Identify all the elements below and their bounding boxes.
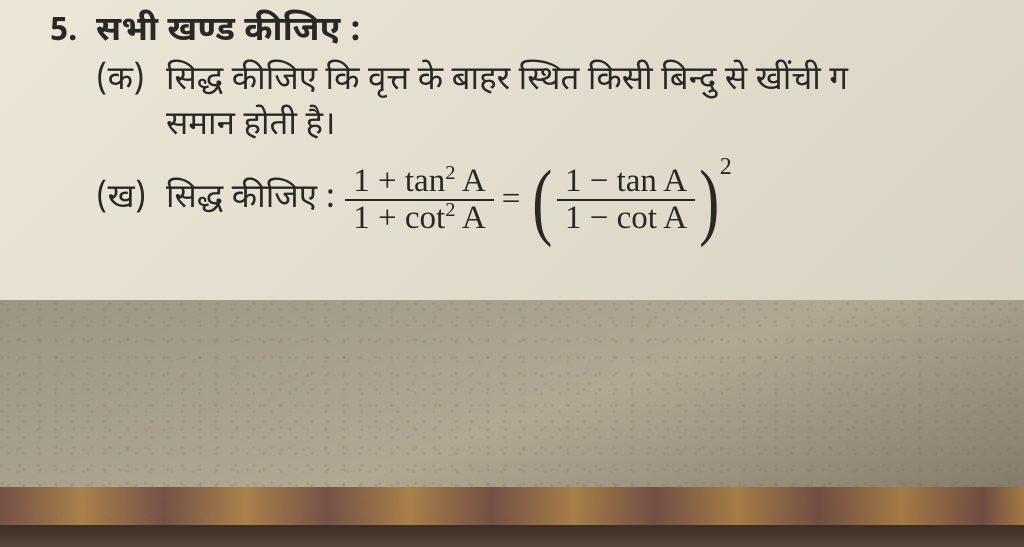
question-5-heading: 5. सभी खण्ड कीजिए : [50,10,994,54]
part-b-label: (ख) [96,178,166,221]
fabric-background [0,300,1024,547]
part-a-label: (क) [96,60,166,103]
lhs-fraction: 1 + tan2 A 1 + cot2 A [345,164,493,235]
part-a-line2: समान होती है। [166,105,994,148]
question-lead: सभी खण्ड कीजिए : [96,10,361,54]
fabric-pattern-band [0,487,1024,525]
lhs-numerator: 1 + tan2 A [345,164,493,201]
printed-page: 5. सभी खण्ड कीजिए : (क) सिद्ध कीजिए कि व… [0,0,1024,300]
question-number: 5. [50,12,96,54]
part-b-text: सिद्ध कीजिए : [166,178,335,221]
lhs-denominator: 1 + cot2 A [345,201,493,236]
fabric-bottom-edge [0,525,1024,547]
rhs-numerator: 1 − tan A [557,164,695,201]
part-b-line: (ख) सिद्ध कीजिए : 1 + tan2 A 1 + cot2 A … [96,164,994,235]
rhs-exponent: 2 [720,154,732,181]
trig-identity-formula: 1 + tan2 A 1 + cot2 A = ( 1 − tan A 1 − … [345,164,736,235]
rhs-paren-group: ( 1 − tan A 1 − cot A ) 2 [528,164,735,235]
left-paren: ( [533,170,553,230]
part-a-line1: (क) सिद्ध कीजिए कि वृत्त के बाहर स्थित क… [96,60,994,103]
part-a-text1: सिद्ध कीजिए कि वृत्त के बाहर स्थित किसी … [166,60,848,103]
equals-sign: = [502,181,521,218]
right-paren: ) [699,170,719,230]
rhs-fraction: 1 − tan A 1 − cot A [557,164,695,235]
rhs-denominator: 1 − cot A [557,201,695,236]
